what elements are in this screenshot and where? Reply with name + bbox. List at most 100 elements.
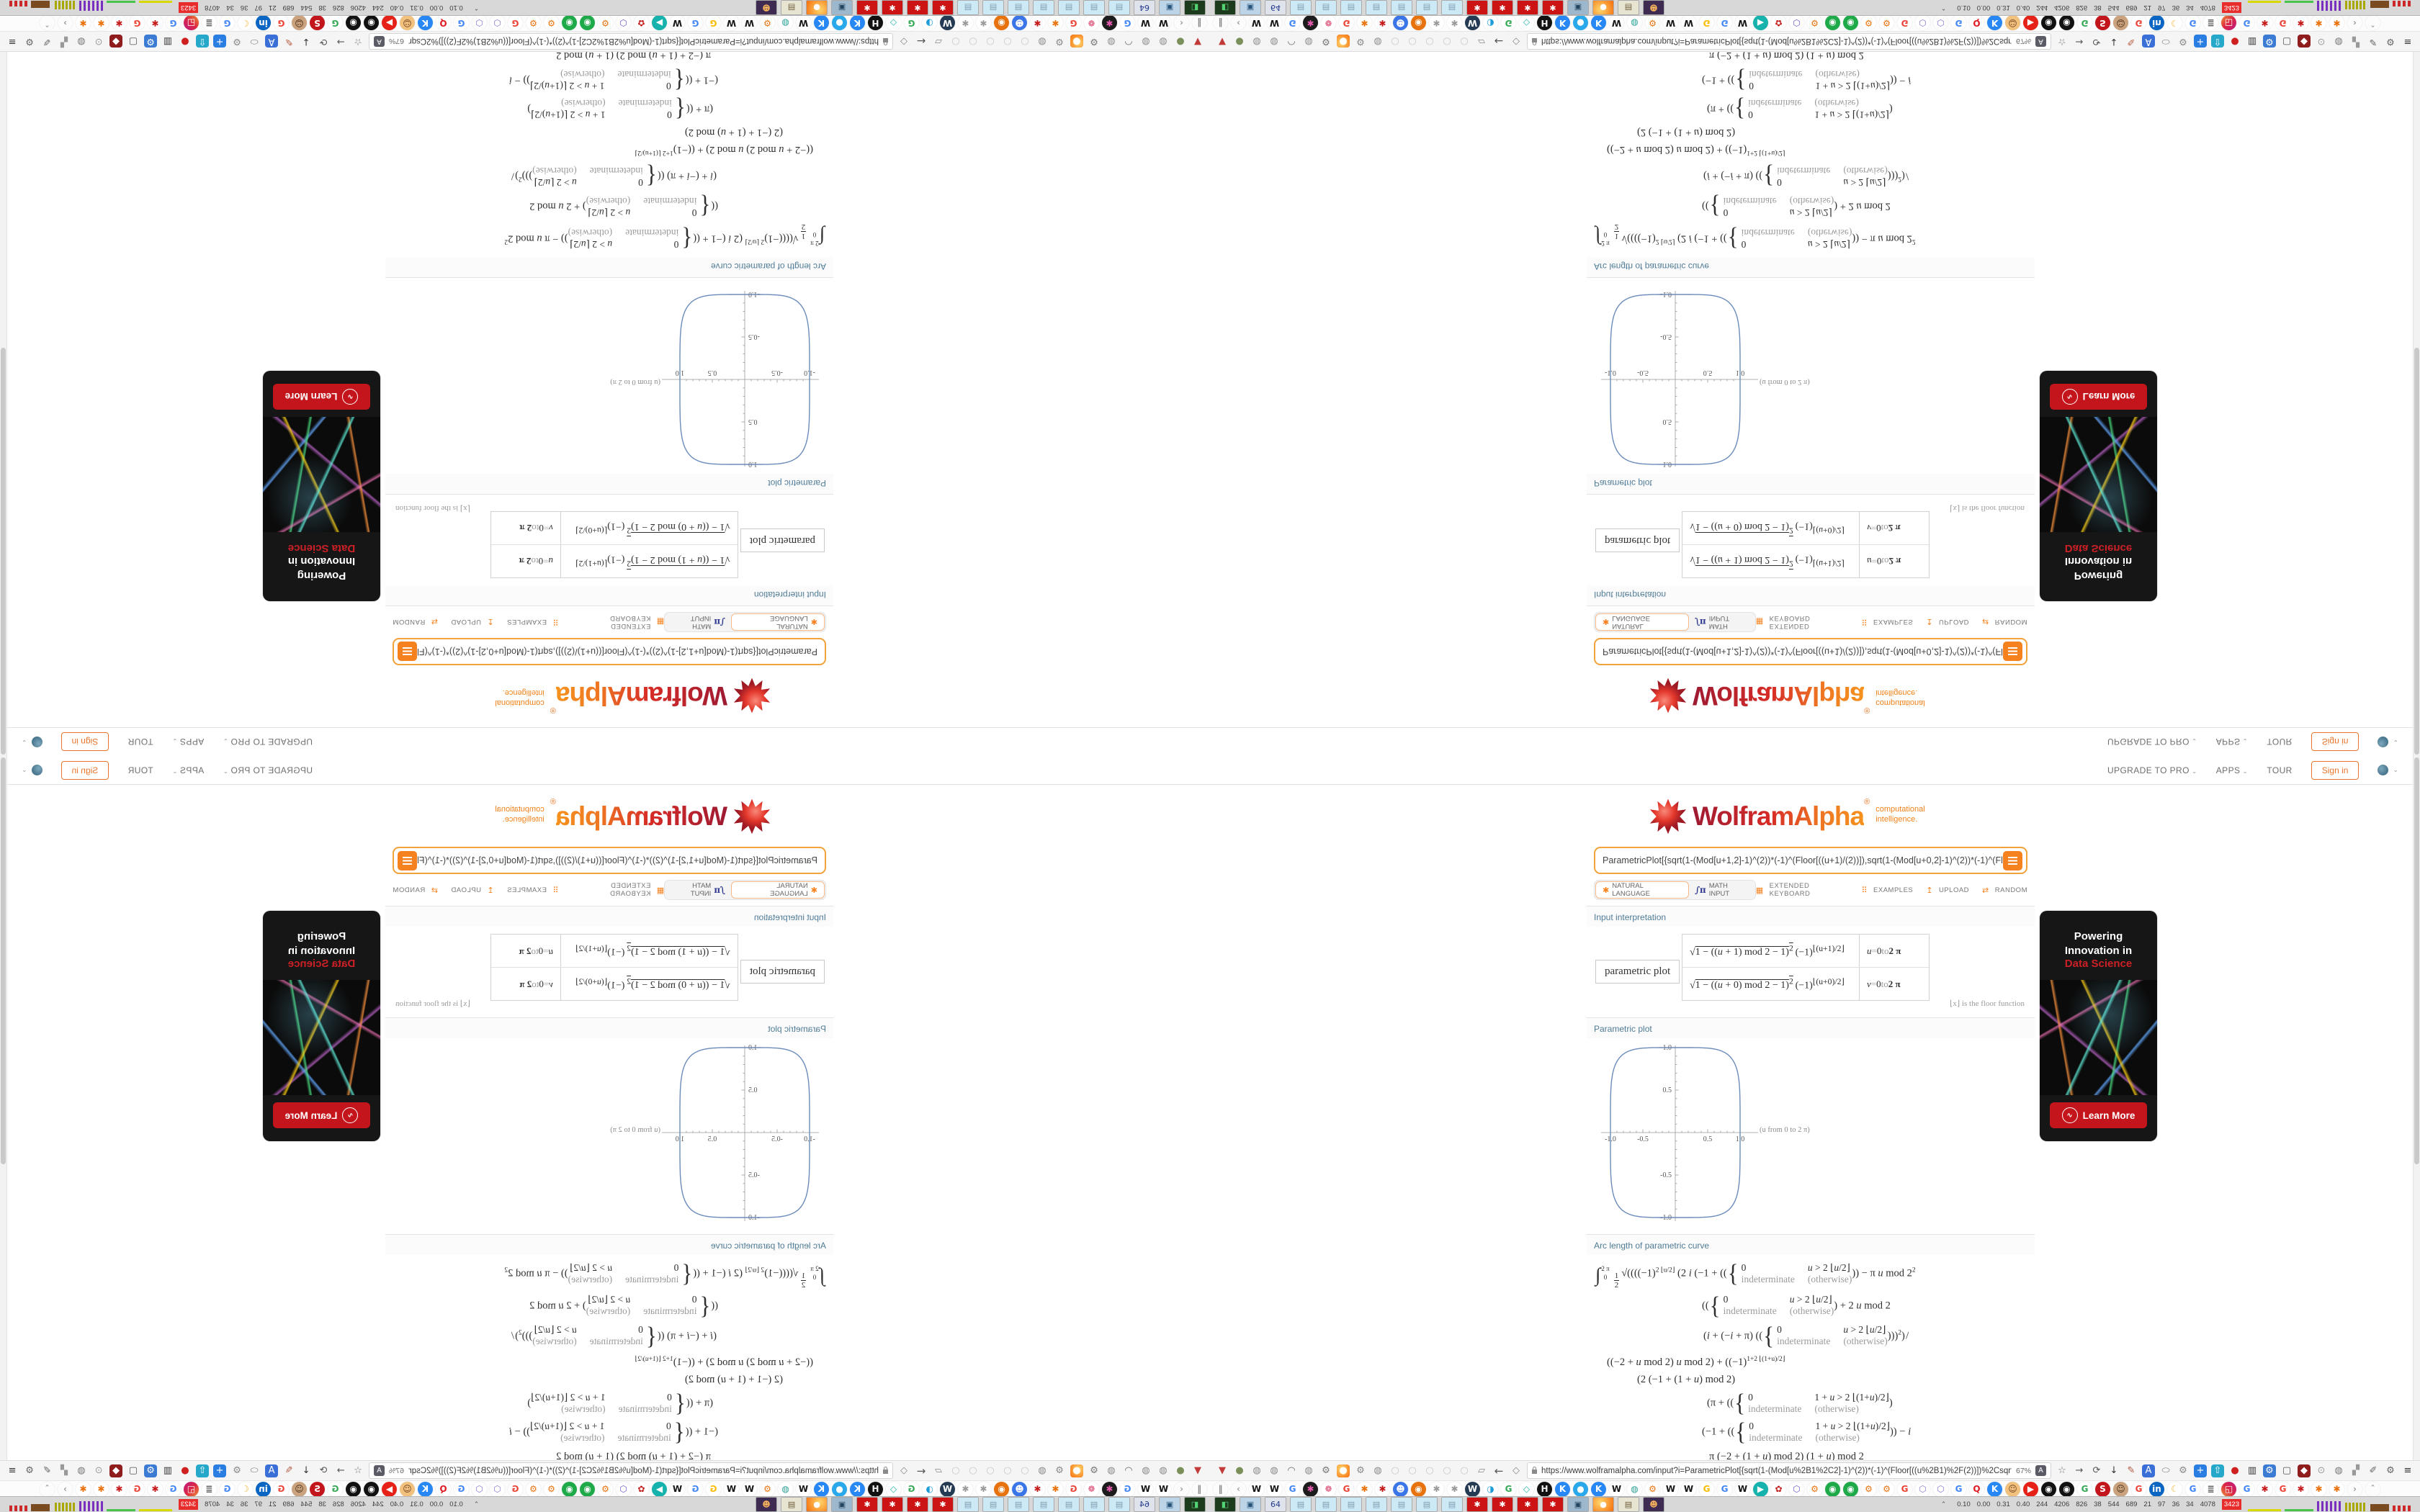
toolbar-extension-icon[interactable]: ⊙ — [2317, 1464, 2326, 1476]
compute-button[interactable] — [2003, 850, 2022, 870]
toolbar-extension-icon[interactable]: ○ — [951, 1464, 960, 1476]
tab-favicon[interactable]: ˆ — [40, 16, 55, 31]
nav-apps[interactable]: APPS⌄ — [2215, 737, 2249, 747]
toolbar-extension-icon[interactable]: ≡ — [8, 1464, 17, 1476]
tab-favicon[interactable]: ❁ — [1321, 15, 1336, 31]
tab-favicon[interactable]: K — [1555, 15, 1570, 31]
taskbar-app-button[interactable]: ▣ — [1567, 0, 1589, 15]
tab-favicon[interactable]: ⚙ — [1807, 1481, 1822, 1497]
tab-favicon[interactable]: › — [58, 1482, 73, 1497]
toolbar-extension-icon[interactable]: ⇧ — [2211, 35, 2224, 48]
tab-favicon[interactable]: ◉ — [2041, 1481, 2056, 1497]
sidebar-ad[interactable]: Powering Innovation in Data Science ∿ Lea… — [2040, 911, 2157, 1141]
tab-favicon[interactable]: ✱ — [958, 15, 973, 31]
tab-favicon[interactable]: ☺ — [292, 15, 307, 31]
tab-favicon[interactable]: ☻ — [1393, 15, 1408, 31]
taskbar-app-button[interactable]: ▤ — [1441, 1497, 1463, 1512]
extended-keyboard-button[interactable]: ▦ EXTENDED KEYBOARD — [1755, 882, 1811, 898]
tab-favicon[interactable]: H — [868, 1481, 883, 1497]
wolframalpha-logo[interactable]: WolframAlpha ® computational intelligence. — [495, 798, 771, 835]
examples-button[interactable]: ⠿ EXAMPLES — [506, 885, 559, 895]
tab-favicon[interactable]: ✱ — [1102, 15, 1117, 31]
toolbar-extension-icon[interactable]: ◍ — [1252, 1464, 1261, 1476]
extended-keyboard-button[interactable]: ▦ EXTENDED KEYBOARD — [609, 614, 665, 630]
language-selector[interactable]: ⌄ — [2378, 765, 2398, 775]
tab-favicon[interactable]: W — [1267, 1481, 1282, 1497]
tab-favicon[interactable]: H — [1537, 1481, 1552, 1497]
tab-favicon[interactable]: ◉ — [2041, 15, 2056, 31]
taskbar-app-button[interactable]: ▤ — [1008, 0, 1029, 15]
compute-button[interactable] — [2003, 642, 2022, 662]
nav-apps[interactable]: APPS⌄ — [2215, 765, 2249, 775]
tab-favicon[interactable]: ≣ — [202, 15, 217, 31]
parametric-plot-image[interactable]: -1.0 -1.0 -0.5 -0.5 0.5 0.5 1.0 1.0 (u from 0 t… — [1595, 1041, 1840, 1230]
toolbar-extension-icon[interactable]: ○ — [1408, 1464, 1417, 1476]
tracking-shield-icon[interactable]: ◇ — [900, 1464, 908, 1476]
learn-more-button[interactable]: ∿ Learn More — [273, 1102, 370, 1128]
taskbar-app-button[interactable]: 64 — [1265, 0, 1286, 15]
tab-favicon[interactable]: G — [274, 1481, 289, 1497]
language-selector[interactable]: ⌄ — [22, 765, 42, 775]
bookmark-star-icon[interactable]: ☆ — [354, 36, 362, 48]
toolbar-extension-icon[interactable]: ○ — [969, 1464, 977, 1476]
toolbar-extension-icon[interactable]: ⇧ — [196, 35, 209, 48]
tab-favicon[interactable]: ✱ — [1447, 1481, 1462, 1497]
toolbar-extension-icon[interactable]: ⇧ — [196, 1464, 209, 1477]
parametric-plot-image[interactable]: -1.0 -1.0 -0.5 -0.5 0.5 0.5 1.0 1.0 (u from 0 t… — [580, 282, 825, 471]
tab-favicon[interactable]: K — [418, 1481, 433, 1497]
nav-upgrade-to-pro[interactable]: UPGRADE TO PRO⌄ — [223, 765, 313, 775]
toolbar-extension-icon[interactable]: ▼ — [1194, 36, 1201, 48]
parametric-plot-image[interactable]: -1.0 -1.0 -0.5 -0.5 0.5 0.5 1.0 1.0 (u from 0 t… — [1595, 282, 1840, 471]
toolbar-extension-icon[interactable]: ◍ — [1159, 36, 1168, 48]
tab-favicon[interactable]: ☺ — [2113, 1481, 2128, 1497]
toolbar-extension-icon[interactable]: ○ — [1425, 36, 1434, 48]
tab-favicon[interactable]: W — [1465, 1481, 1480, 1497]
tab-favicon[interactable]: G — [2185, 15, 2200, 31]
taskbar-app-button[interactable]: ☻ — [756, 0, 777, 15]
tab-favicon[interactable]: ☺ — [2005, 1481, 2020, 1497]
zoom-level[interactable]: 67% — [2015, 37, 2031, 46]
tab-favicon[interactable]: G — [1501, 15, 1516, 31]
tab-favicon[interactable]: › — [58, 16, 73, 31]
taskbar-app-button[interactable]: ✱ — [1517, 0, 1538, 15]
tab-favicon[interactable]: ≣ — [202, 1481, 217, 1497]
toolbar-extension-icon[interactable]: ▞ — [60, 36, 68, 48]
tab-favicon[interactable]: ◉ — [2059, 1481, 2074, 1497]
random-button[interactable]: ⇄ RANDOM — [1982, 885, 2027, 895]
back-button[interactable]: ← — [1494, 1464, 1504, 1477]
tab-favicon[interactable]: ☾ — [238, 1481, 253, 1497]
tab-favicon[interactable]: ✱ — [2329, 1481, 2344, 1497]
taskbar-app-button[interactable]: ▣ — [1159, 1497, 1180, 1512]
tab-favicon[interactable]: ✱ — [1429, 1481, 1444, 1497]
toolbar-extension-icon[interactable]: ▥ — [163, 1464, 173, 1476]
tab-favicon[interactable]: ✱ — [94, 15, 109, 31]
tracking-shield-icon[interactable]: ◇ — [900, 36, 908, 48]
math-input-tab[interactable]: ∫π MATH INPUT — [690, 882, 726, 898]
taskbar-app-button[interactable]: ▤ — [1033, 0, 1054, 15]
search-input[interactable]: ParametricPlot[{sqrt(1-(Mod[u+1,2]-1)^(2… — [1603, 647, 2003, 657]
examples-button[interactable]: ⠿ EXAMPLES — [1861, 617, 1914, 627]
reader-mode-icon[interactable]: A — [374, 1465, 385, 1476]
nav-tour[interactable]: TOUR — [127, 765, 153, 775]
toolbar-extension-icon[interactable]: ● — [1176, 36, 1185, 48]
taskbar-app-button[interactable]: ▤ — [1340, 1497, 1362, 1512]
tab-favicon[interactable]: W — [1663, 15, 1678, 31]
toolbar-extension-icon[interactable]: ◍ — [1038, 36, 1047, 48]
toolbar-extension-icon[interactable]: ○ — [1391, 36, 1399, 48]
nav-tour[interactable]: TOUR — [2267, 737, 2293, 747]
tab-favicon[interactable]: H — [1537, 15, 1552, 31]
tab-favicon[interactable]: W — [1156, 1481, 1171, 1497]
tab-favicon[interactable]: ◑ — [1483, 1481, 1498, 1497]
taskbar-app-button[interactable]: ▤ — [1108, 0, 1130, 15]
toolbar-extension-icon[interactable]: ⚙ — [2179, 1464, 2187, 1476]
sidebar-ad[interactable]: Powering Innovation in Data Science ∿ Lea… — [263, 911, 380, 1141]
tab-favicon[interactable]: ⬡ — [1789, 1481, 1804, 1497]
toolbar-extension-icon[interactable]: ◍ — [1159, 1464, 1168, 1476]
tab-favicon[interactable]: ◱ — [184, 1481, 199, 1497]
tab-favicon[interactable]: ☺ — [292, 1481, 307, 1497]
tab-favicon[interactable]: in — [256, 15, 271, 31]
toolbar-extension-icon[interactable]: ⚙ — [1322, 1464, 1330, 1476]
taskbar-app-button[interactable]: ▤ — [781, 1497, 802, 1512]
tab-favicon[interactable]: ◑ — [1483, 15, 1498, 31]
toolbar-extension-icon[interactable]: ○ — [1021, 1464, 1029, 1476]
